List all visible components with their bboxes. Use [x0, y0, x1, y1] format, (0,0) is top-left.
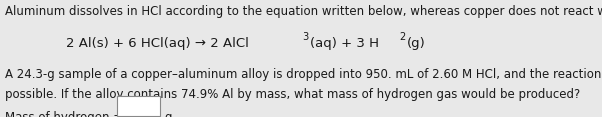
Text: A 24.3-g sample of a copper–aluminum alloy is dropped into 950. mL of 2.60 M HCl: A 24.3-g sample of a copper–aluminum all… [5, 68, 602, 81]
FancyBboxPatch shape [117, 96, 160, 116]
Text: 2: 2 [399, 32, 406, 42]
Text: 2 Al(s) + 6 HCl(aq) → 2 AlCl: 2 Al(s) + 6 HCl(aq) → 2 AlCl [66, 37, 249, 50]
Text: g: g [164, 111, 172, 117]
Text: (g): (g) [408, 37, 426, 50]
Text: (aq) + 3 H: (aq) + 3 H [310, 37, 379, 50]
Text: 3: 3 [302, 32, 308, 42]
Text: possible. If the alloy contains 74.9% Al by mass, what mass of hydrogen gas woul: possible. If the alloy contains 74.9% Al… [5, 88, 580, 101]
Text: Mass of hydrogen =: Mass of hydrogen = [5, 111, 123, 117]
Text: Aluminum dissolves in HCl according to the equation written below, whereas coppe: Aluminum dissolves in HCl according to t… [5, 5, 602, 18]
